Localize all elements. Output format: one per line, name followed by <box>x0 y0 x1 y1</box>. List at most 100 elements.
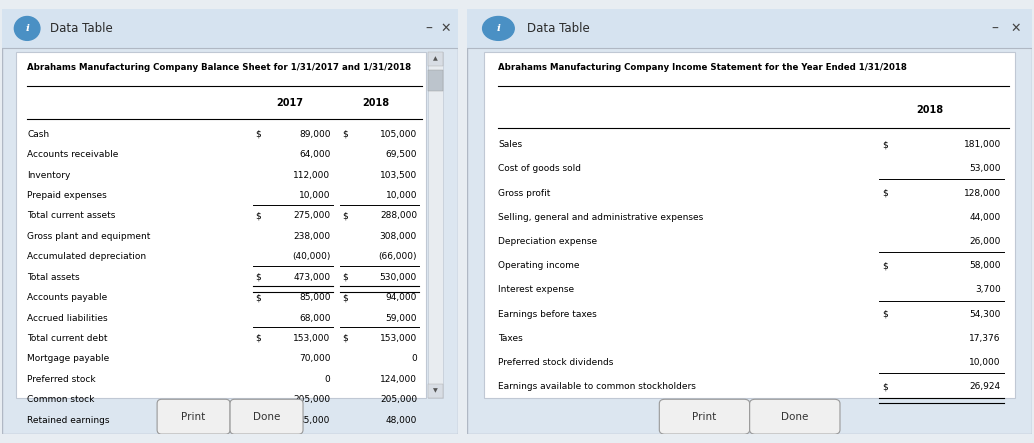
FancyBboxPatch shape <box>660 399 750 434</box>
Text: Gross profit: Gross profit <box>498 189 551 198</box>
FancyBboxPatch shape <box>428 70 443 91</box>
Text: 238,000: 238,000 <box>294 232 331 241</box>
Text: Gross plant and equipment: Gross plant and equipment <box>27 232 151 241</box>
FancyBboxPatch shape <box>2 9 458 48</box>
Text: i: i <box>25 24 29 33</box>
Text: Data Table: Data Table <box>50 22 113 35</box>
Text: 153,000: 153,000 <box>379 334 417 343</box>
Text: 112,000: 112,000 <box>294 171 331 180</box>
Text: 103,500: 103,500 <box>379 171 417 180</box>
Text: Mortgage payable: Mortgage payable <box>27 354 110 363</box>
FancyBboxPatch shape <box>467 9 1032 48</box>
Text: 205,000: 205,000 <box>379 395 417 404</box>
Text: ✕: ✕ <box>1011 22 1022 35</box>
Text: 94,000: 94,000 <box>386 293 417 302</box>
Text: 181,000: 181,000 <box>964 140 1001 149</box>
Text: 17,376: 17,376 <box>970 334 1001 343</box>
Text: ✕: ✕ <box>440 22 451 35</box>
Text: Depreciation expense: Depreciation expense <box>498 237 598 246</box>
FancyBboxPatch shape <box>231 399 303 434</box>
Text: 64,000: 64,000 <box>299 150 331 159</box>
Text: 2017: 2017 <box>276 98 303 108</box>
Text: $: $ <box>255 293 261 302</box>
Circle shape <box>483 16 514 40</box>
Text: $: $ <box>342 273 347 282</box>
Text: Cost of goods sold: Cost of goods sold <box>498 164 581 173</box>
Text: 70,000: 70,000 <box>299 354 331 363</box>
Text: Accounts receivable: Accounts receivable <box>27 150 119 159</box>
Text: Sales: Sales <box>498 140 522 149</box>
Text: 45,000: 45,000 <box>299 416 331 424</box>
Text: $: $ <box>342 211 347 221</box>
FancyBboxPatch shape <box>484 52 1015 398</box>
Text: $: $ <box>882 382 888 392</box>
Text: Preferred stock dividends: Preferred stock dividends <box>498 358 614 367</box>
Text: 58,000: 58,000 <box>970 261 1001 270</box>
FancyBboxPatch shape <box>427 52 444 66</box>
Text: 153,000: 153,000 <box>293 334 331 343</box>
Text: $: $ <box>255 273 261 282</box>
Text: 308,000: 308,000 <box>379 232 417 241</box>
Text: Print: Print <box>181 412 206 422</box>
Text: Selling, general and administrative expenses: Selling, general and administrative expe… <box>498 213 704 222</box>
Text: 26,000: 26,000 <box>970 237 1001 246</box>
Text: 530,000: 530,000 <box>379 273 417 282</box>
Text: 26,924: 26,924 <box>970 382 1001 392</box>
Text: 69,500: 69,500 <box>386 150 417 159</box>
Text: 124,000: 124,000 <box>381 375 417 384</box>
Text: 44,000: 44,000 <box>970 213 1001 222</box>
Text: $: $ <box>882 189 888 198</box>
Text: Operating income: Operating income <box>498 261 580 270</box>
Text: $: $ <box>255 211 261 221</box>
Text: 275,000: 275,000 <box>294 211 331 221</box>
Text: 0: 0 <box>412 354 417 363</box>
Text: 53,000: 53,000 <box>970 164 1001 173</box>
Text: ▲: ▲ <box>433 57 437 62</box>
Text: 473,000: 473,000 <box>294 273 331 282</box>
Text: 0: 0 <box>325 375 331 384</box>
Text: $: $ <box>882 310 888 319</box>
Text: Total current assets: Total current assets <box>27 211 116 221</box>
Text: 128,000: 128,000 <box>964 189 1001 198</box>
Text: Common stock: Common stock <box>27 395 94 404</box>
Text: Preferred stock: Preferred stock <box>27 375 96 384</box>
Text: 54,300: 54,300 <box>970 310 1001 319</box>
Circle shape <box>14 16 40 40</box>
Text: Accrued liabilities: Accrued liabilities <box>27 314 108 323</box>
Text: 10,000: 10,000 <box>299 191 331 200</box>
Text: $: $ <box>255 334 261 343</box>
Text: Cash: Cash <box>27 130 50 139</box>
FancyBboxPatch shape <box>2 9 458 434</box>
FancyBboxPatch shape <box>427 52 444 398</box>
Text: Earnings before taxes: Earnings before taxes <box>498 310 598 319</box>
Text: Abrahams Manufacturing Company Income Statement for the Year Ended 1/31/2018: Abrahams Manufacturing Company Income St… <box>498 63 907 72</box>
Text: 105,000: 105,000 <box>379 130 417 139</box>
Text: ▼: ▼ <box>433 389 437 394</box>
Text: (40,000): (40,000) <box>292 253 331 261</box>
Text: –: – <box>992 21 999 35</box>
Text: Done: Done <box>781 412 809 422</box>
Text: 59,000: 59,000 <box>386 314 417 323</box>
Text: 205,000: 205,000 <box>294 395 331 404</box>
Text: 2018: 2018 <box>917 105 944 115</box>
Text: $: $ <box>882 140 888 149</box>
Text: $: $ <box>342 130 347 139</box>
Text: Taxes: Taxes <box>498 334 523 343</box>
Text: 89,000: 89,000 <box>299 130 331 139</box>
Text: Accounts payable: Accounts payable <box>27 293 108 302</box>
Text: 68,000: 68,000 <box>299 314 331 323</box>
Text: Inventory: Inventory <box>27 171 70 180</box>
Text: –: – <box>425 21 432 35</box>
Text: Total current debt: Total current debt <box>27 334 108 343</box>
Text: 48,000: 48,000 <box>386 416 417 424</box>
Text: 3,700: 3,700 <box>975 285 1001 295</box>
Text: Prepaid expenses: Prepaid expenses <box>27 191 107 200</box>
Text: Print: Print <box>693 412 717 422</box>
FancyBboxPatch shape <box>16 52 426 398</box>
FancyBboxPatch shape <box>750 399 840 434</box>
Text: 288,000: 288,000 <box>379 211 417 221</box>
Text: $: $ <box>255 130 261 139</box>
FancyBboxPatch shape <box>467 9 1032 434</box>
Text: Accumulated depreciation: Accumulated depreciation <box>27 253 146 261</box>
FancyBboxPatch shape <box>427 385 444 398</box>
